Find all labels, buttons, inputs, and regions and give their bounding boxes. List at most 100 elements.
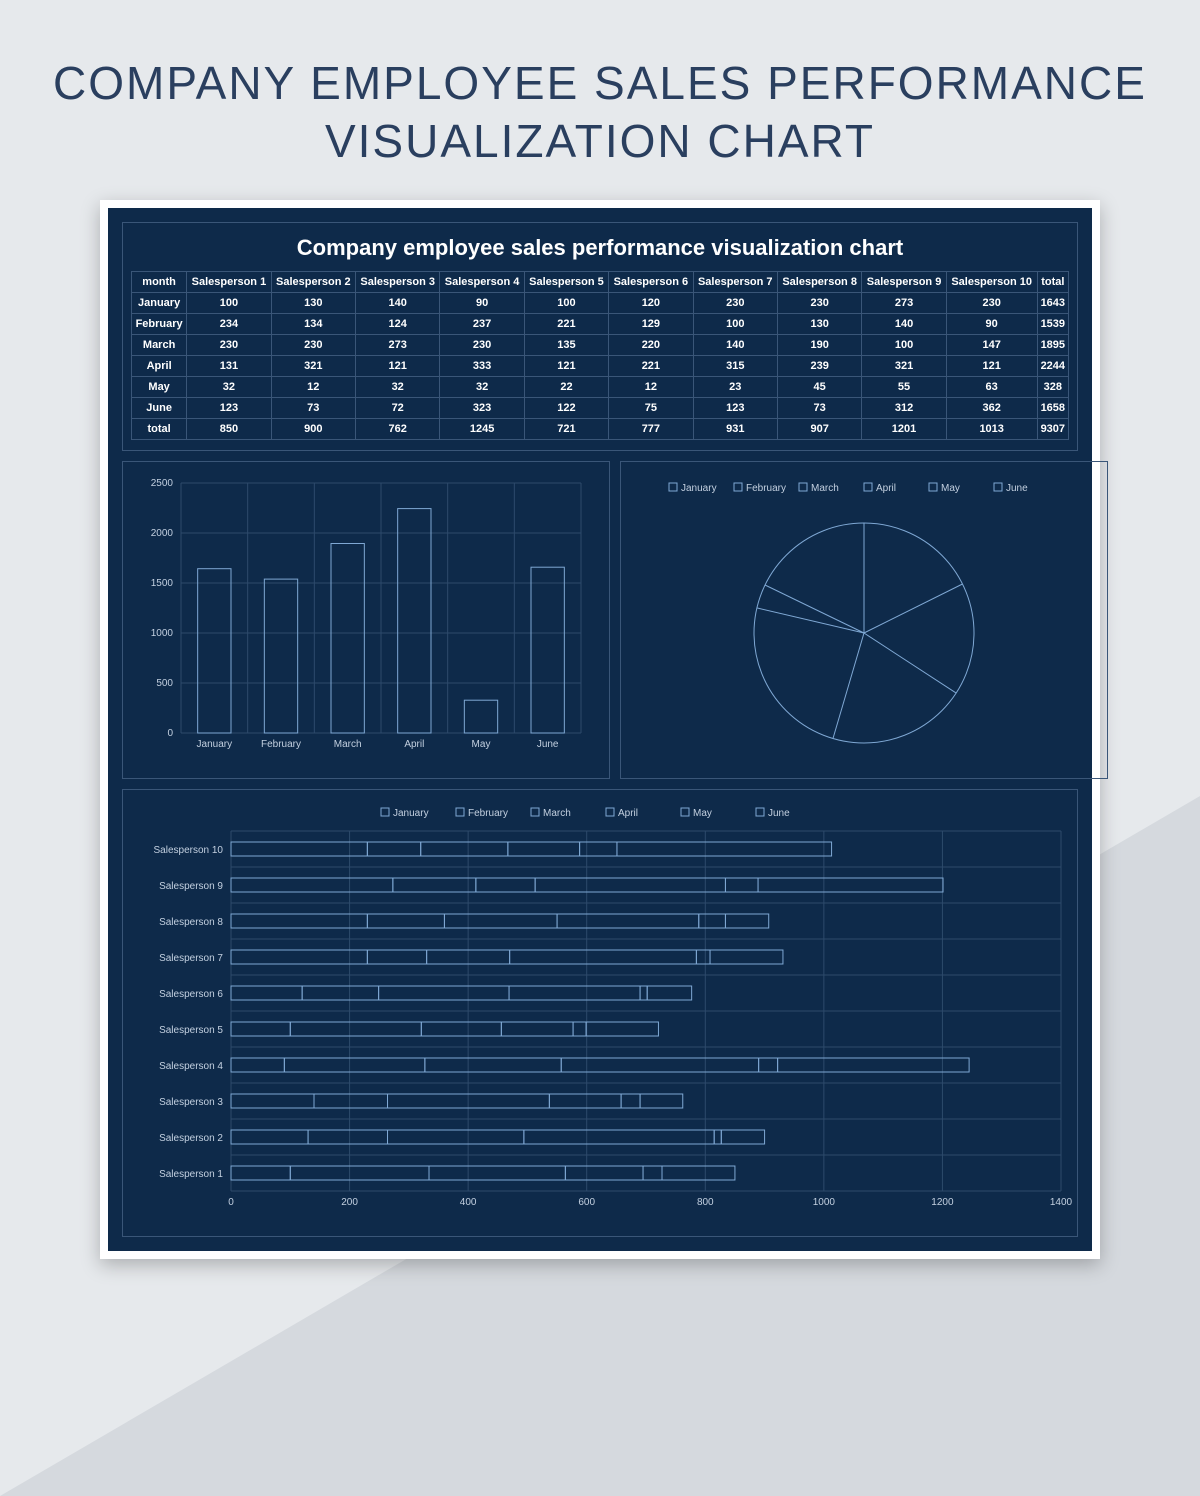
card: Company employee sales performance visua… (100, 200, 1100, 1259)
table-row: May32123232221223455563328 (132, 377, 1069, 398)
sales-table: monthSalesperson 1Salesperson 2 Salespers… (131, 271, 1069, 440)
table-cell: 907 (777, 419, 861, 440)
svg-text:February: February (468, 808, 508, 819)
table-cell: 762 (356, 419, 440, 440)
table-cell: 124 (356, 314, 440, 335)
table-cell: 121 (356, 356, 440, 377)
table-cell: 221 (609, 356, 693, 377)
table-cell: 1245 (440, 419, 524, 440)
svg-text:Salesperson 4: Salesperson 4 (159, 1061, 223, 1072)
svg-text:April: April (876, 483, 896, 494)
table-cell: 1643 (1037, 293, 1068, 314)
table-cell: 130 (777, 314, 861, 335)
table-cell: 230 (693, 293, 777, 314)
svg-text:1000: 1000 (151, 628, 174, 639)
svg-text:April: April (404, 739, 424, 750)
table-cell: 122 (524, 398, 608, 419)
table-cell: 129 (609, 314, 693, 335)
table-header: Salesperson 4 (440, 272, 524, 293)
table-cell: 23 (693, 377, 777, 398)
table-cell: 55 (862, 377, 946, 398)
table-cell: 220 (609, 335, 693, 356)
svg-text:Salesperson 3: Salesperson 3 (159, 1097, 223, 1108)
table-cell: June (132, 398, 187, 419)
svg-text:January: January (393, 808, 429, 819)
table-row: June123737232312275123733123621658 (132, 398, 1069, 419)
table-cell: 135 (524, 335, 608, 356)
table-cell: 273 (862, 293, 946, 314)
chart-title: Company employee sales performance visua… (131, 229, 1069, 271)
salesperson-stacked-bar-chart: JanuaryFebruaryMarchAprilMayJune02004006… (131, 796, 1081, 1226)
table-cell: 75 (609, 398, 693, 419)
svg-text:1200: 1200 (931, 1197, 954, 1208)
table-cell: 721 (524, 419, 608, 440)
svg-text:March: March (811, 483, 839, 494)
table-header: Salesperson 1 (187, 272, 271, 293)
table-cell: 134 (271, 314, 355, 335)
table-cell: 73 (271, 398, 355, 419)
svg-text:0: 0 (228, 1197, 234, 1208)
table-cell: 321 (862, 356, 946, 377)
table-cell: 140 (356, 293, 440, 314)
table-cell: 239 (777, 356, 861, 377)
table-cell: March (132, 335, 187, 356)
svg-text:May: May (472, 739, 491, 750)
svg-text:400: 400 (460, 1197, 477, 1208)
svg-text:Salesperson 2: Salesperson 2 (159, 1133, 223, 1144)
svg-text:June: June (768, 808, 790, 819)
table-cell: 315 (693, 356, 777, 377)
svg-text:Salesperson 5: Salesperson 5 (159, 1025, 223, 1036)
table-cell: 230 (271, 335, 355, 356)
table-cell: 45 (777, 377, 861, 398)
table-cell: 1013 (946, 419, 1037, 440)
table-cell: May (132, 377, 187, 398)
table-cell: 32 (356, 377, 440, 398)
table-cell: 230 (187, 335, 271, 356)
table-cell: 90 (440, 293, 524, 314)
table-cell: 362 (946, 398, 1037, 419)
table-cell: April (132, 356, 187, 377)
table-cell: 120 (609, 293, 693, 314)
table-cell: 121 (524, 356, 608, 377)
svg-text:Salesperson 1: Salesperson 1 (159, 1169, 223, 1180)
svg-text:Salesperson 9: Salesperson 9 (159, 881, 223, 892)
svg-text:January: January (681, 483, 717, 494)
table-cell: 100 (862, 335, 946, 356)
table-header: Salesperson 6 (609, 272, 693, 293)
table-cell: 100 (187, 293, 271, 314)
table-cell: 273 (356, 335, 440, 356)
table-cell: 321 (271, 356, 355, 377)
svg-text:May: May (693, 808, 712, 819)
table-cell: 63 (946, 377, 1037, 398)
table-cell: 900 (271, 419, 355, 440)
charts-row: 05001000150020002500JanuaryFebruaryMarch… (122, 461, 1078, 779)
svg-text:May: May (941, 483, 960, 494)
table-cell: 190 (777, 335, 861, 356)
table-cell: total (132, 419, 187, 440)
table-cell: 230 (946, 293, 1037, 314)
svg-text:1000: 1000 (813, 1197, 836, 1208)
table-cell: 1658 (1037, 398, 1068, 419)
table-cell: 100 (693, 314, 777, 335)
table-cell: 32 (187, 377, 271, 398)
bar-chart-panel: 05001000150020002500JanuaryFebruaryMarch… (122, 461, 610, 779)
table-cell: 22 (524, 377, 608, 398)
dashboard-inner: Company employee sales performance visua… (108, 208, 1092, 1251)
table-header: Salesperson 2 (271, 272, 355, 293)
svg-text:Salesperson 10: Salesperson 10 (154, 845, 224, 856)
svg-text:April: April (618, 808, 638, 819)
table-cell: 777 (609, 419, 693, 440)
svg-text:1400: 1400 (1050, 1197, 1073, 1208)
table-header: month (132, 272, 187, 293)
table-cell: January (132, 293, 187, 314)
table-cell: 123 (187, 398, 271, 419)
table-cell: 12 (609, 377, 693, 398)
svg-text:February: February (261, 739, 301, 750)
table-header: Salesperson 7 (693, 272, 777, 293)
table-cell: 121 (946, 356, 1037, 377)
table-header: Salesperson 8 (777, 272, 861, 293)
table-cell: 323 (440, 398, 524, 419)
table-cell: 328 (1037, 377, 1068, 398)
table-header: Salesperson 10 (946, 272, 1037, 293)
table-cell: 130 (271, 293, 355, 314)
